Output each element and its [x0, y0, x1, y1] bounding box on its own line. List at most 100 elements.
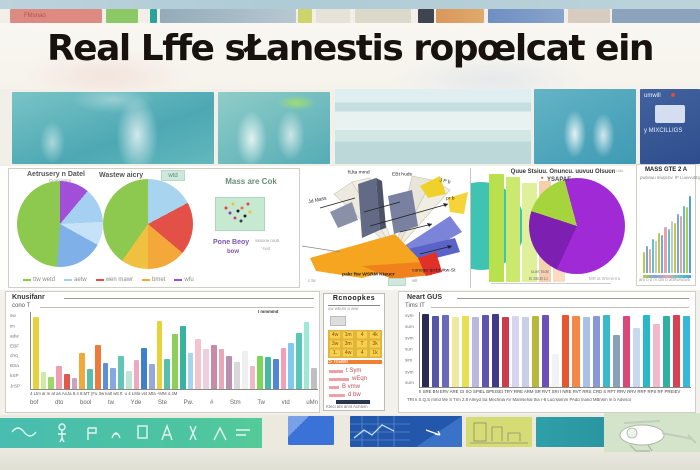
left-chart-ylabels: sw im adw EBF dYq BSa kSP JrSP [10, 314, 20, 389]
bar [249, 366, 256, 389]
footer-gradient [0, 452, 700, 470]
top-tile-olive [298, 9, 312, 23]
pie-chart-purple [529, 178, 625, 274]
purple-panel-subtitle: YSAPAF [547, 177, 571, 183]
bar [472, 316, 480, 387]
top-tile-blue [488, 9, 564, 23]
left-chart-bars [33, 313, 318, 389]
bar [125, 370, 132, 389]
sidebar-rule [328, 305, 380, 306]
top-tile-green [106, 9, 138, 23]
label-bow: bow [227, 249, 239, 255]
list-item: dto [55, 400, 64, 406]
bar [667, 229, 670, 273]
bar [602, 315, 610, 387]
bar [642, 315, 650, 387]
chart-tile-graphic [350, 416, 462, 447]
list-item: 1m [343, 331, 354, 339]
panel-pie-charts: Aetrusery n Datel Wastew aicry Crommistm… [8, 168, 300, 288]
pie-chart-blue-green [17, 181, 103, 267]
sidebar-row-label: d bw [348, 392, 361, 398]
3d-label-2: EBt huds [392, 172, 412, 177]
bar [272, 358, 279, 389]
list-item: Yde [130, 400, 142, 406]
bar [532, 315, 540, 387]
list-item: 1. [329, 349, 341, 357]
charts-band-top: Aetrusery n Datel Wastew aicry Crommistm… [0, 164, 700, 290]
list-item: bof [30, 400, 39, 406]
right-chart-subheader: Tims IT [405, 303, 425, 309]
top-tile-teal [150, 9, 157, 23]
bar [179, 325, 186, 389]
bar [502, 316, 510, 387]
bar [489, 174, 504, 282]
sidebar-row: t Sym [329, 368, 361, 374]
title-band [0, 23, 700, 89]
bar [94, 344, 101, 389]
right-subheader-rule [431, 307, 689, 308]
panel-3d-chart: Jd Mass ftJta mmd EBt huds J P b pr b pa… [300, 168, 470, 288]
doodle-icons [11, 423, 250, 443]
purple-foot-2: B SB.B Lt [529, 277, 548, 282]
mini-title: MASS GTE 2 A [644, 167, 688, 173]
list-item: vtd [281, 400, 290, 406]
bar [673, 222, 676, 273]
bar [195, 338, 202, 389]
bar [452, 316, 460, 387]
purple-foot-1: uuet fnde [531, 270, 550, 275]
top-blue-bar [0, 0, 700, 9]
photo-info-card: umwill y MIXCILLIGS [640, 89, 700, 164]
bar [210, 344, 217, 389]
sidebar-gray-box [330, 316, 346, 326]
list-item: svm [405, 369, 414, 375]
bar [156, 320, 163, 389]
sidebar-sub: uw wbum a wwr [328, 307, 359, 312]
bar [632, 327, 640, 387]
list-item: uMn [306, 400, 318, 406]
pie1-title: Aetrusery n Datel [27, 171, 85, 178]
scatter-dot [243, 214, 247, 218]
right-chart-xlabels: t! SRE BN ERV ARE GI SO SPIEL BPEISEI TR… [419, 390, 681, 395]
list-item: 3k [369, 340, 381, 348]
sidebar-row-label: wEqn [352, 376, 368, 382]
bar [592, 315, 600, 387]
scatter-dot [224, 206, 228, 210]
bar [295, 332, 302, 389]
bar [71, 378, 78, 389]
bar [63, 373, 70, 389]
left-chart-legend: I mmmmd [258, 310, 279, 315]
bar [133, 360, 140, 389]
corner-note: uumm uuu [603, 169, 624, 174]
bar [280, 347, 287, 389]
bar [40, 372, 47, 389]
scatter-dot [228, 211, 232, 215]
sidebar-header: Rcnoopkes [332, 295, 376, 302]
photo-lab-cabinets [335, 89, 531, 164]
right-chart-bars [422, 313, 690, 387]
3d-label-4: pr b [446, 196, 455, 201]
charts-band-bottom: Knusifanr cono T I mmmmd sw im adw EBF dYq BS… [0, 290, 700, 415]
doodle-band [0, 418, 262, 448]
bar [612, 335, 620, 387]
red-dot-icon [670, 93, 675, 97]
sketch-tile-graphic [470, 422, 528, 444]
legend-swatch [64, 279, 73, 281]
legend-swatch [95, 279, 104, 281]
bar [672, 315, 680, 387]
bar [110, 367, 117, 389]
list-item: Tw [257, 400, 265, 406]
bar [422, 314, 430, 387]
mid-foot-text1: c tw [308, 279, 316, 284]
list-item: kSP [10, 374, 19, 379]
legend-item: aetw [64, 277, 87, 283]
scatter-dot [236, 209, 240, 213]
scatter-dot [240, 206, 244, 210]
list-item: Stm [230, 400, 241, 406]
list-item: svm [405, 314, 414, 319]
bar [164, 358, 171, 389]
helicopter-sketch [619, 420, 697, 452]
scatter-heading: Mass are Cok [225, 177, 277, 186]
vehicle-tile [604, 413, 700, 457]
chart-tile [350, 416, 462, 447]
